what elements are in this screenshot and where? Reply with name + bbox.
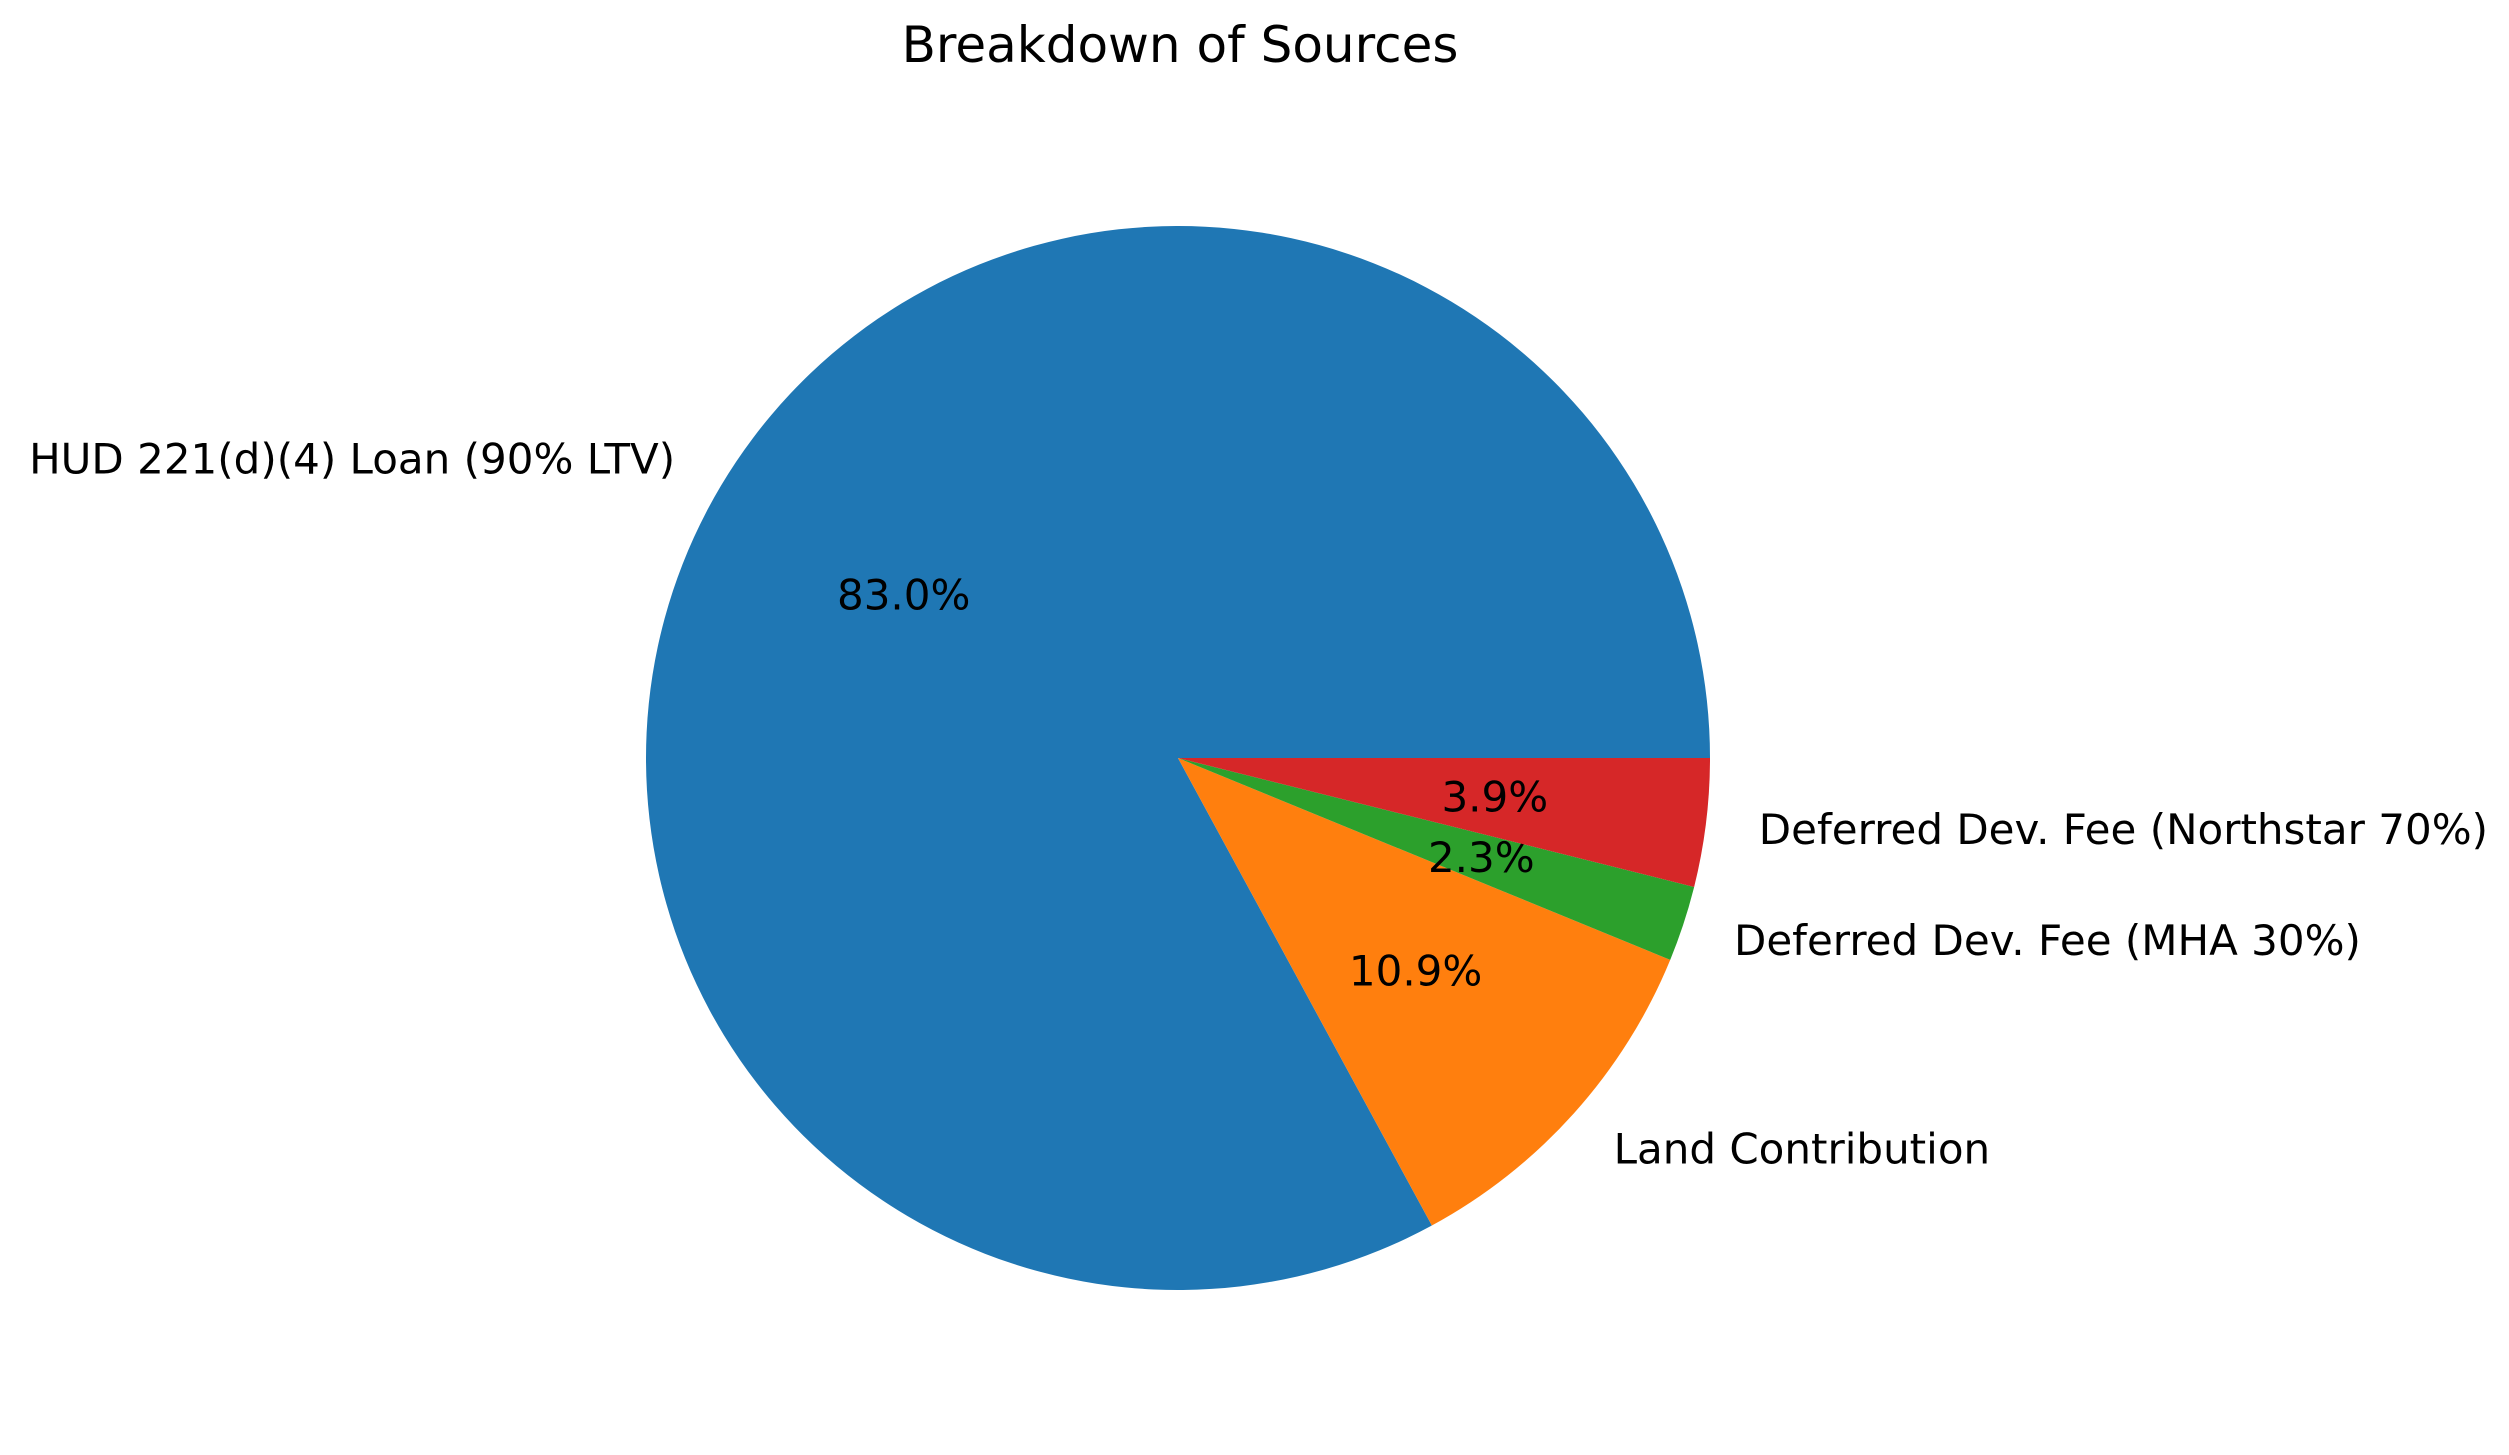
pie-slice-deferred-dev-fee-northstar-70 [1178, 758, 1710, 887]
slice-label-hud-221-d-4-loan-90-ltv: HUD 221(d)(4) Loan (90% LTV) [29, 434, 675, 483]
pct-label-hud-221-d-4-loan-90-ltv: 83.0% [837, 570, 970, 619]
slice-label-deferred-dev-fee-mha-30: Deferred Dev. Fee (MHA 30%) [1734, 916, 2361, 965]
chart-title: Breakdown of Sources [901, 16, 1459, 74]
pct-label-land-contribution: 10.9% [1349, 947, 1482, 996]
pie-slice-hud-221-d-4-loan-90-ltv [646, 225, 1710, 1290]
pie-slice-deferred-dev-fee-mha-30 [1178, 758, 1695, 960]
slice-label-land-contribution: Land Contribution [1614, 1124, 1991, 1173]
pie-slice-land-contribution [1178, 758, 1671, 1226]
slice-label-deferred-dev-fee-northstar-70: Deferred Dev. Fee (Northstar 70%) [1759, 805, 2488, 854]
pct-label-deferred-dev-fee-northstar-70: 3.9% [1441, 773, 1548, 822]
